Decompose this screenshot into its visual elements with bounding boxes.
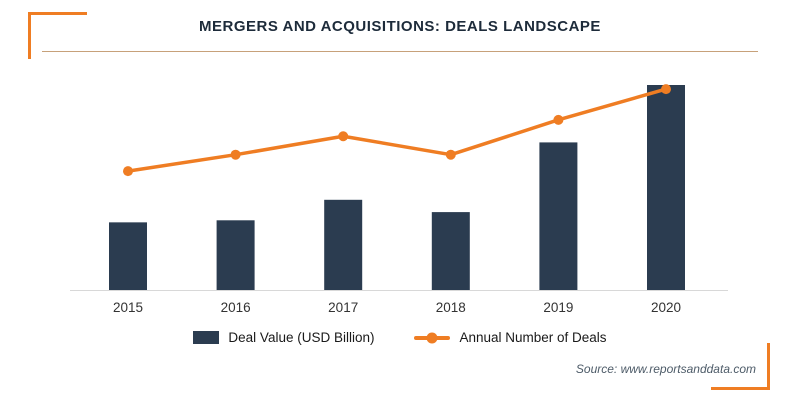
bar-2019 (539, 142, 578, 290)
source-attribution: Source: www.reportsanddata.com (575, 362, 756, 376)
corner-accent-top-left (28, 12, 87, 59)
line-series-swatch (414, 332, 451, 343)
page-title: MERGERS AND ACQUISITIONS: DEALS LANDSCAP… (199, 18, 601, 35)
bar-2017 (324, 199, 363, 290)
line-marker-2019 (553, 114, 564, 125)
line-marker-icon (426, 332, 438, 343)
legend-item-deal-value: Deal Value (USD Billion) (193, 330, 374, 345)
bar-2020 (647, 85, 685, 290)
x-tick-label-2020: 2020 (651, 300, 681, 315)
corner-accent-bottom-right (711, 343, 770, 390)
legend-label-number-of-deals: Annual Number of Deals (459, 330, 607, 345)
line-marker-2020 (661, 84, 671, 95)
x-tick-label-2016: 2016 (221, 300, 251, 315)
line-marker-2018 (445, 149, 456, 160)
legend: Deal Value (USD Billion) Annual Number o… (0, 330, 800, 345)
bar-2016 (216, 220, 255, 290)
line-marker-2016 (230, 149, 241, 160)
bar-series-swatch (193, 331, 220, 344)
x-tick-label-2017: 2017 (328, 300, 358, 315)
line-marker-2015 (123, 166, 133, 177)
legend-item-number-of-deals: Annual Number of Deals (414, 330, 607, 345)
line-series (126, 87, 668, 173)
x-tick-label-2018: 2018 (436, 300, 466, 315)
legend-label-deal-value: Deal Value (USD Billion) (228, 330, 375, 345)
x-tick-label-2019: 2019 (543, 300, 573, 315)
line-marker-2017 (338, 131, 349, 142)
x-tick-label-2015: 2015 (113, 300, 143, 315)
title-divider (42, 51, 758, 52)
bar-2018 (431, 212, 470, 290)
bar-2015 (109, 222, 147, 290)
